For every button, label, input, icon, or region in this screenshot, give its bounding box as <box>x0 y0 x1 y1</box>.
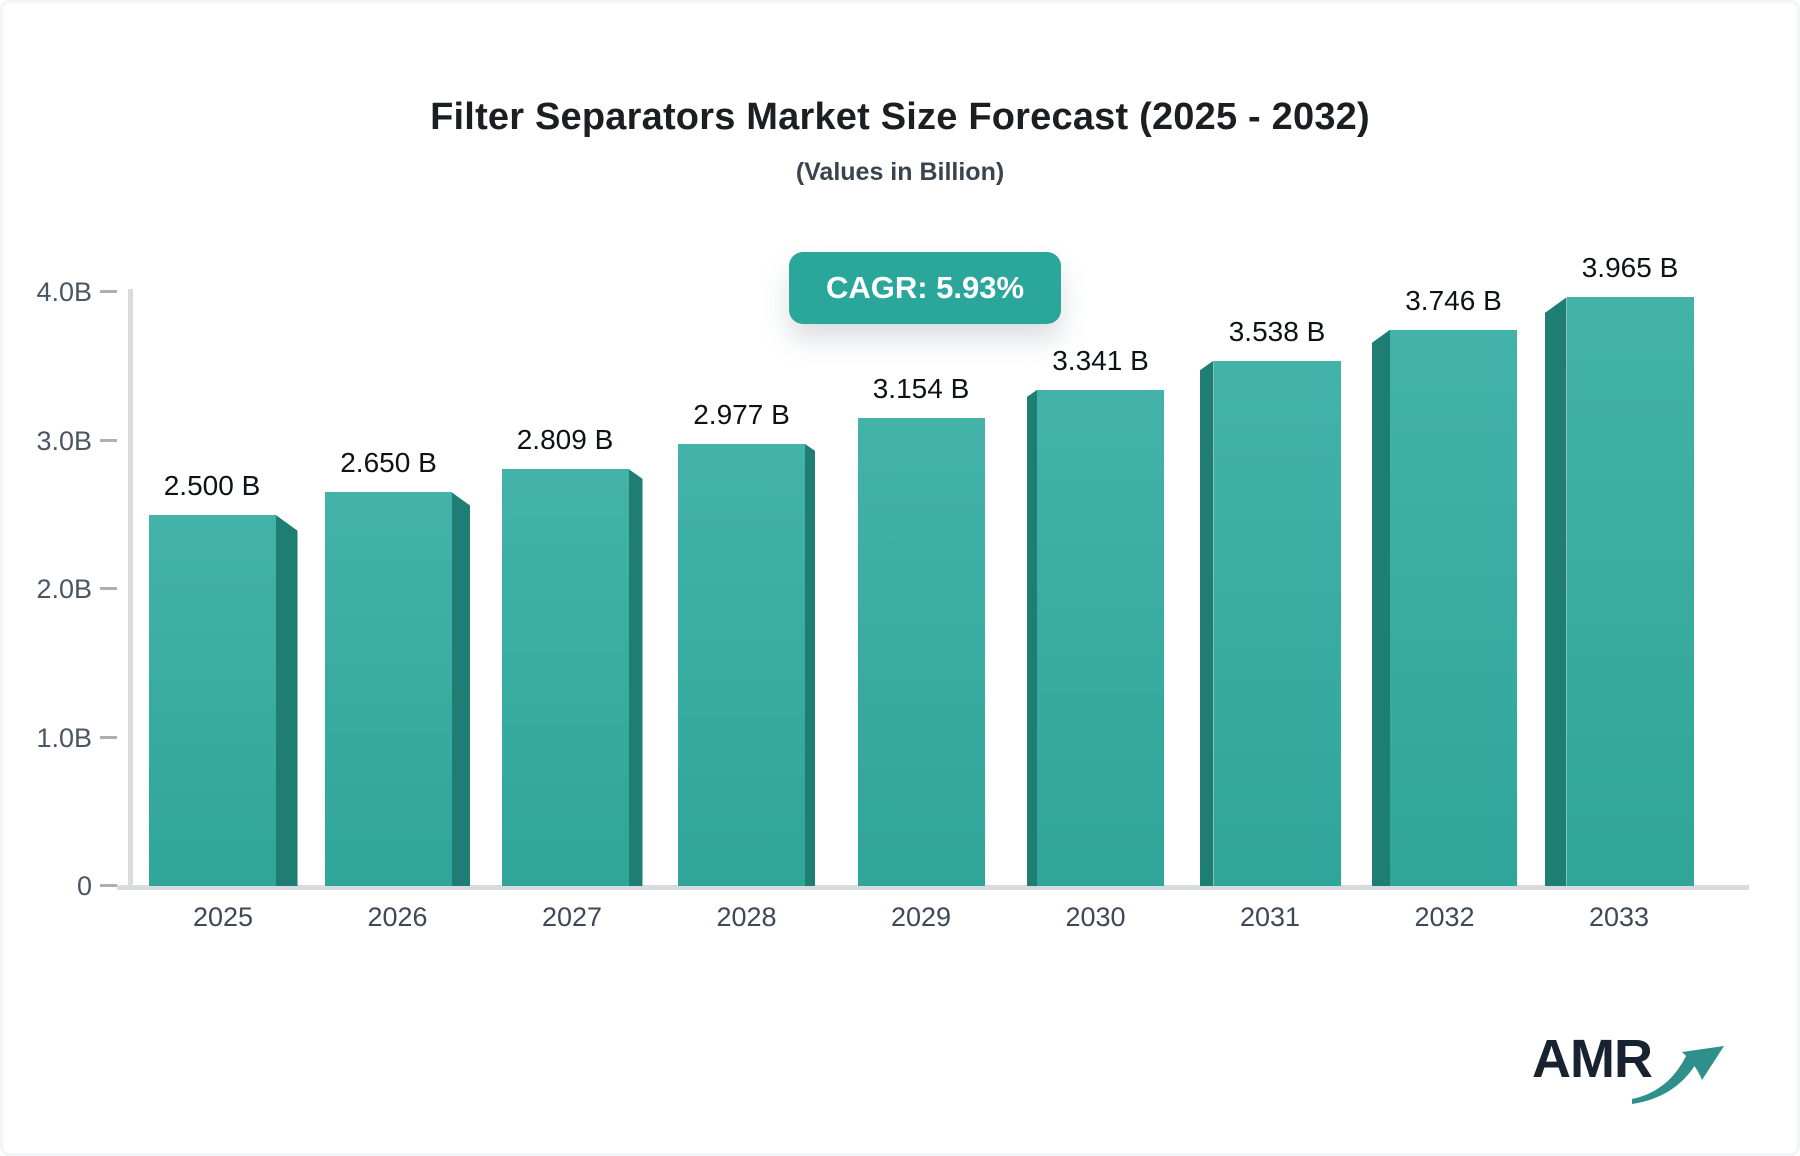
bar-value-label: 3.746 B <box>1405 284 1502 316</box>
bar <box>148 514 276 886</box>
chart-title: Filter Separators Market Size Forecast (… <box>430 96 1370 138</box>
cagr-badge: CAGR: 5.93% <box>789 252 1061 324</box>
x-tick-label: 2025 <box>192 902 254 932</box>
bar-side-face <box>628 468 643 886</box>
y-tick-label: 2.0B <box>36 574 92 604</box>
x-tick-label: 2026 <box>367 902 428 932</box>
x-tick-label: 2029 <box>890 902 952 932</box>
bar-value-label: 2.650 B <box>340 447 437 479</box>
y-tick-label: 0 <box>76 871 92 901</box>
bar <box>678 443 805 886</box>
bar-value-label: 2.500 B <box>163 469 261 501</box>
y-tick-label: 3.0B <box>36 425 92 456</box>
bar <box>1390 329 1517 886</box>
bar <box>1213 360 1341 886</box>
y-tick-label: 1.0B <box>36 722 92 753</box>
y-tick-dash <box>100 290 117 293</box>
growth-arrow-icon <box>1631 1046 1724 1104</box>
amr-logo-text: AMR <box>1532 1029 1653 1089</box>
bar <box>325 492 452 886</box>
bar <box>1037 389 1164 886</box>
bar <box>857 417 985 886</box>
x-tick-label: 2031 <box>1239 902 1301 932</box>
bar-side-face <box>1372 329 1390 886</box>
x-tick-label: 2030 <box>1065 902 1126 932</box>
y-tick-dash <box>100 735 117 739</box>
x-tick-label: 2027 <box>541 902 603 932</box>
x-axis-line <box>117 885 1749 890</box>
bar-value-label: 3.154 B <box>872 372 970 404</box>
bar <box>1566 297 1694 886</box>
amr-logo: AMR <box>1532 1029 1732 1112</box>
y-tick-dash <box>100 884 117 887</box>
bar-value-label: 2.809 B <box>516 423 614 455</box>
bar-side-face <box>1544 297 1567 886</box>
x-tick-label: 2028 <box>716 902 777 932</box>
bar-side-face <box>275 514 298 886</box>
bar-side-face <box>452 492 470 886</box>
bar-side-face <box>1027 389 1037 886</box>
bar-value-label: 3.538 B <box>1228 315 1326 347</box>
bar <box>501 468 629 886</box>
bar-side-face <box>805 443 815 886</box>
x-tick-label: 2032 <box>1414 902 1475 932</box>
bar-side-face <box>1199 360 1214 886</box>
y-axis-line <box>128 289 133 890</box>
bar-value-label: 3.341 B <box>1052 344 1149 376</box>
y-tick-label: 4.0B <box>36 277 92 307</box>
chart-subtitle: (Values in Billion) <box>795 158 1005 186</box>
y-tick-dash <box>100 438 117 442</box>
y-tick-dash <box>100 587 117 590</box>
x-tick-label: 2033 <box>1588 902 1650 932</box>
bar-value-label: 3.965 B <box>1581 252 1679 284</box>
bar-value-label: 2.977 B <box>693 398 790 430</box>
